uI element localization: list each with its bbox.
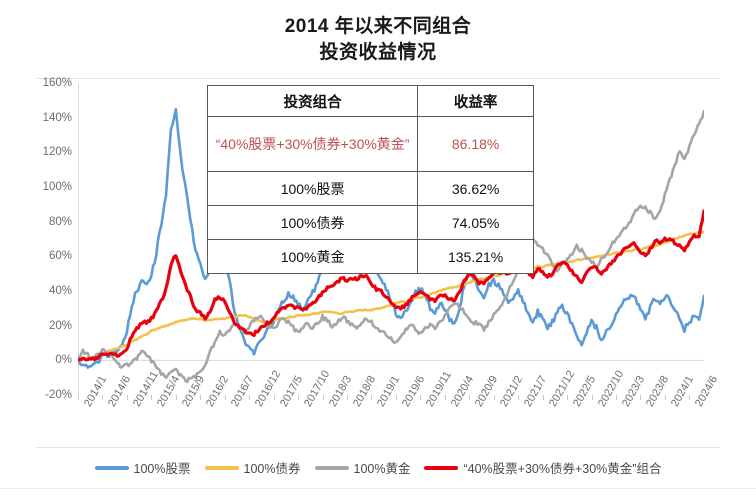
table-header-row: 投资组合 收益率 — [206, 85, 534, 117]
y-axis-tick-label: -20% — [45, 389, 72, 401]
returns-table: 投资组合 收益率 “40%股票+30%债券+30%黄金” 86.18% 100%… — [206, 85, 534, 274]
table-row: 100%股票 36.62% — [206, 171, 534, 206]
table-row: 100%黄金 135.21% — [206, 239, 534, 274]
table-cell-portfolio: “40%股票+30%债券+30%黄金” — [206, 116, 419, 172]
legend-label: “40%股票+30%债券+30%黄金”组合 — [463, 462, 662, 476]
title-line-1: 2014 年以来不同组合 — [284, 16, 472, 37]
legend-item[interactable]: 100%股票 — [94, 458, 191, 477]
y-axis-tick-label: 160% — [42, 77, 72, 89]
chart-legend: 100%股票 100%债券 100%黄金 “40%股票+30%债券+30%黄金”组合 — [0, 458, 756, 477]
x-axis-tick — [420, 395, 422, 400]
legend-swatch-icon — [204, 465, 239, 470]
x-axis-tick — [102, 395, 104, 400]
legend-item[interactable]: “40%股票+30%债券+30%黄金”组合 — [424, 458, 661, 477]
table-row: 100%债券 74.05% — [206, 205, 534, 240]
table-header-return: 收益率 — [417, 85, 534, 117]
x-axis-tick — [591, 395, 593, 400]
x-axis-tick — [273, 395, 275, 400]
x-axis-tick — [371, 395, 373, 400]
x-axis-tick — [175, 395, 177, 400]
table-row: “40%股票+30%债券+30%黄金” 86.18% — [206, 116, 534, 172]
x-axis-tick — [346, 395, 348, 400]
legend-label: 100%黄金 — [353, 462, 411, 476]
plot-area — [78, 83, 704, 395]
x-axis-tick — [640, 395, 642, 400]
y-axis-tick-label: 80% — [48, 215, 72, 228]
table-cell-return: 135.21% — [417, 239, 534, 274]
series-line — [78, 209, 704, 362]
x-axis-tick — [395, 395, 397, 400]
x-axis-tick — [298, 395, 300, 400]
bottom-divider — [0, 488, 756, 489]
series-lines — [78, 107, 704, 384]
table-cell-portfolio: 100%黄金 — [206, 239, 419, 274]
x-axis-tick — [249, 395, 251, 400]
x-axis-tick — [689, 395, 691, 400]
x-axis-tick — [224, 395, 226, 400]
y-axis-tick-label: 40% — [48, 285, 72, 297]
y-axis-tick-label: 140% — [42, 111, 72, 124]
table-cell-portfolio: 100%债券 — [206, 205, 419, 240]
table-cell-return: 86.18% — [417, 116, 534, 172]
y-axis-line — [78, 83, 79, 395]
x-axis-tick — [567, 395, 569, 400]
x-axis-tick — [126, 395, 128, 400]
table-cell-return: 36.62% — [417, 171, 534, 206]
y-axis-tick-label: 120% — [42, 146, 72, 159]
legend-swatch-icon — [314, 465, 349, 470]
x-axis-tick — [518, 395, 520, 400]
x-axis-tick — [444, 395, 446, 400]
legend-swatch-icon — [94, 465, 129, 470]
legend-swatch-icon — [424, 465, 459, 470]
title-line-2: 投资收益情况 — [319, 42, 437, 63]
y-axis-tick-label: 60% — [48, 250, 72, 263]
legend-label: 100%债券 — [243, 462, 301, 476]
legend-item[interactable]: 100%债券 — [204, 458, 301, 477]
y-axis: 160% 140% 120% 100% 80% 60% 40% 20% 0% -20% — [36, 77, 78, 401]
x-axis-tick — [493, 395, 495, 400]
x-axis-tick — [78, 395, 79, 400]
x-axis-tick — [664, 395, 666, 400]
x-axis-tick — [542, 395, 544, 400]
table-header-portfolio: 投资组合 — [206, 85, 419, 117]
x-axis-tick — [322, 395, 324, 400]
page-title: 2014 年以来不同组合 投资收益情况 — [0, 14, 756, 66]
x-axis-tick — [615, 395, 617, 400]
series-line — [78, 109, 704, 384]
y-axis-tick-label: 20% — [48, 319, 72, 332]
legend-label: 100%股票 — [133, 462, 191, 476]
x-axis-tick — [200, 395, 202, 400]
x-axis-tick — [469, 395, 471, 400]
table-cell-portfolio: 100%股票 — [206, 171, 419, 206]
y-axis-tick-label: 0% — [55, 354, 72, 367]
legend-item[interactable]: 100%黄金 — [314, 458, 411, 477]
table-cell-return: 74.05% — [417, 205, 534, 240]
x-axis-tick — [151, 395, 153, 400]
y-axis-tick-label: 100% — [42, 181, 72, 193]
